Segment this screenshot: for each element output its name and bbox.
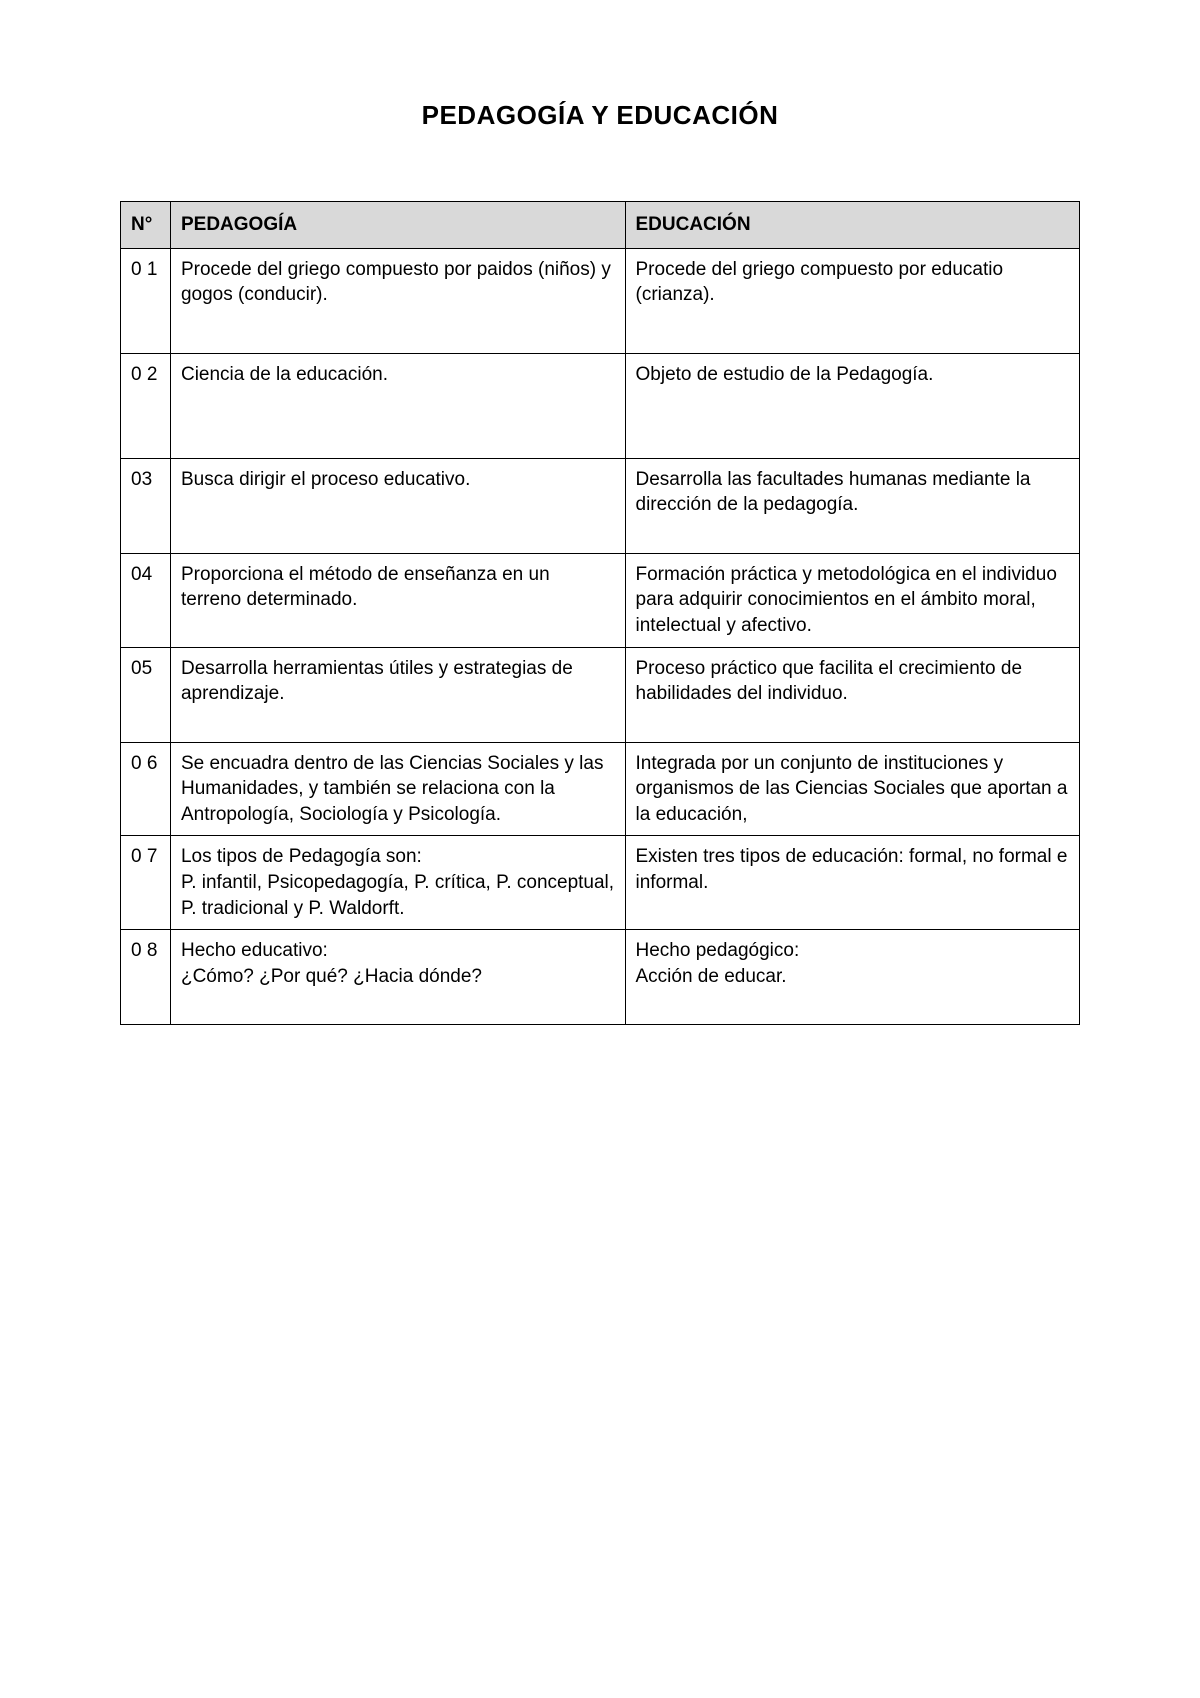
cell-pedagogia: Ciencia de la educación. <box>170 353 625 458</box>
table-header-row: N° PEDAGOGÍA EDUCACIÓN <box>121 202 1080 249</box>
header-educacion: EDUCACIÓN <box>625 202 1080 249</box>
cell-pedagogia: Se encuadra dentro de las Ciencias Socia… <box>170 742 625 836</box>
cell-num: 0 8 <box>121 930 171 1025</box>
cell-educacion: Existen tres tipos de educación: formal,… <box>625 836 1080 930</box>
cell-pedagogia: Busca dirigir el proceso educativo. <box>170 458 625 553</box>
table-row: 0 2 Ciencia de la educación. Objeto de e… <box>121 353 1080 458</box>
cell-pedagogia: Desarrolla herramientas útiles y estrate… <box>170 647 625 742</box>
cell-educacion: Procede del griego compuesto por educati… <box>625 248 1080 353</box>
table-row: 0 7 Los tipos de Pedagogía son:P. infant… <box>121 836 1080 930</box>
cell-educacion: Objeto de estudio de la Pedagogía. <box>625 353 1080 458</box>
cell-educacion: Integrada por un conjunto de institucion… <box>625 742 1080 836</box>
cell-educacion: Proceso práctico que facilita el crecimi… <box>625 647 1080 742</box>
table-row: 05 Desarrolla herramientas útiles y estr… <box>121 647 1080 742</box>
page-title: PEDAGOGÍA Y EDUCACIÓN <box>120 100 1080 131</box>
table-row: 0 6 Se encuadra dentro de las Ciencias S… <box>121 742 1080 836</box>
cell-pedagogia: Procede del griego compuesto por paidos … <box>170 248 625 353</box>
cell-pedagogia: Proporciona el método de enseñanza en un… <box>170 553 625 647</box>
cell-num: 04 <box>121 553 171 647</box>
table-row: 03 Busca dirigir el proceso educativo. D… <box>121 458 1080 553</box>
table-row: 0 8 Hecho educativo:¿Cómo? ¿Por qué? ¿Ha… <box>121 930 1080 1025</box>
cell-pedagogia: Los tipos de Pedagogía son:P. infantil, … <box>170 836 625 930</box>
cell-educacion: Formación práctica y metodológica en el … <box>625 553 1080 647</box>
cell-educacion: Desarrolla las facultades humanas median… <box>625 458 1080 553</box>
header-pedagogia: PEDAGOGÍA <box>170 202 625 249</box>
cell-num: 05 <box>121 647 171 742</box>
header-num: N° <box>121 202 171 249</box>
cell-num: 03 <box>121 458 171 553</box>
table-row: 04 Proporciona el método de enseñanza en… <box>121 553 1080 647</box>
table-row: 0 1 Procede del griego compuesto por pai… <box>121 248 1080 353</box>
cell-educacion: Hecho pedagógico:Acción de educar. <box>625 930 1080 1025</box>
cell-num: 0 7 <box>121 836 171 930</box>
cell-num: 0 6 <box>121 742 171 836</box>
cell-pedagogia: Hecho educativo:¿Cómo? ¿Por qué? ¿Hacia … <box>170 930 625 1025</box>
cell-num: 0 1 <box>121 248 171 353</box>
comparison-table: N° PEDAGOGÍA EDUCACIÓN 0 1 Procede del g… <box>120 201 1080 1025</box>
cell-num: 0 2 <box>121 353 171 458</box>
